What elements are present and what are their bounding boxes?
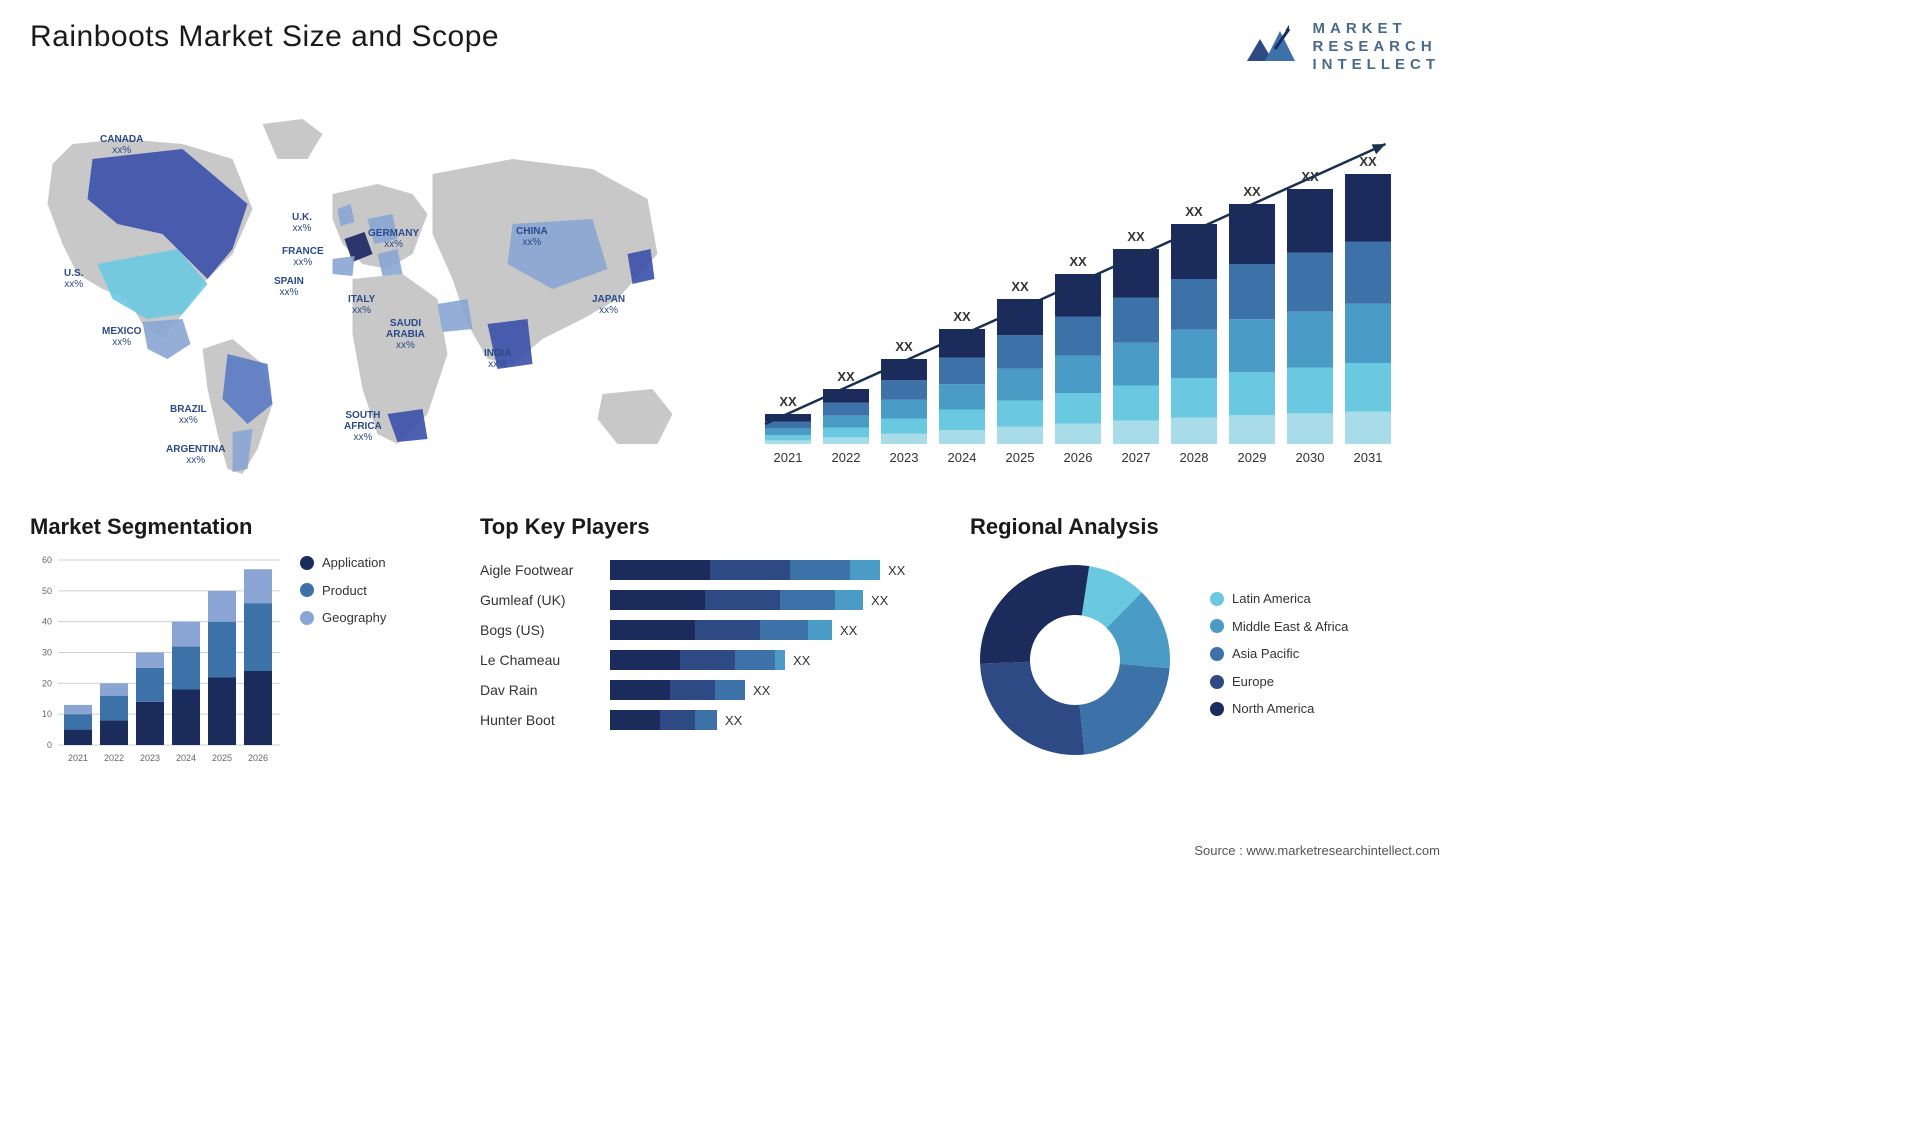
segmentation-legend: Application Product Geography (300, 555, 386, 765)
segmentation-title: Market Segmentation (30, 514, 450, 540)
svg-text:XX: XX (1359, 154, 1377, 169)
page-title: Rainboots Market Size and Scope (30, 20, 499, 54)
player-bar-row: XX (610, 555, 940, 585)
legend-item: Application (300, 555, 386, 571)
svg-text:2023: 2023 (890, 450, 919, 465)
player-label: Aigle Footwear (480, 555, 610, 585)
player-value: XX (793, 653, 810, 668)
svg-text:2027: 2027 (1122, 450, 1151, 465)
regional-title: Regional Analysis (970, 514, 1440, 540)
svg-text:2025: 2025 (212, 753, 232, 763)
country-label: SOUTHAFRICAxx% (344, 410, 382, 443)
svg-text:XX: XX (779, 394, 797, 409)
country-label: U.K.xx% (292, 212, 312, 234)
player-bar-row: XX (610, 645, 940, 675)
svg-text:XX: XX (1069, 254, 1087, 269)
source-line: Source : www.marketresearchintellect.com (1194, 843, 1440, 858)
country-label: CANADAxx% (100, 134, 143, 156)
svg-text:2021: 2021 (774, 450, 803, 465)
country-label: ITALYxx% (348, 294, 375, 316)
svg-text:0: 0 (47, 740, 52, 750)
legend-item: Product (300, 583, 386, 599)
svg-text:XX: XX (1243, 184, 1261, 199)
country-label: CHINAxx% (516, 226, 548, 248)
player-value: XX (888, 563, 905, 578)
svg-text:40: 40 (42, 617, 52, 627)
regional-donut (970, 555, 1180, 765)
country-label: SAUDIARABIAxx% (386, 318, 425, 351)
top-players-title: Top Key Players (480, 514, 940, 540)
player-value: XX (871, 593, 888, 608)
svg-text:2025: 2025 (1006, 450, 1035, 465)
svg-text:XX: XX (837, 369, 855, 384)
svg-text:2030: 2030 (1296, 450, 1325, 465)
svg-text:2022: 2022 (104, 753, 124, 763)
logo-icon (1245, 21, 1305, 73)
legend-item: Middle East & Africa (1210, 619, 1348, 635)
svg-text:50: 50 (42, 586, 52, 596)
country-label: ARGENTINAxx% (166, 444, 225, 466)
svg-text:2026: 2026 (248, 753, 268, 763)
country-label: FRANCExx% (282, 246, 324, 268)
player-bar-row: XX (610, 585, 940, 615)
regional-legend: Latin America Middle East & Africa Asia Pa… (1210, 591, 1348, 729)
svg-text:30: 30 (42, 648, 52, 658)
player-label: Gumleaf (UK) (480, 585, 610, 615)
svg-text:60: 60 (42, 555, 52, 565)
player-bar-row: XX (610, 615, 940, 645)
player-bar-row: XX (610, 675, 940, 705)
players-labels: Aigle FootwearGumleaf (UK)Bogs (US)Le Ch… (480, 555, 610, 735)
world-map: CANADAxx% U.S.xx% MEXICOxx% BRAZILxx% ARGENT… (30, 104, 715, 489)
country-label: GERMANYxx% (368, 228, 419, 250)
svg-text:2023: 2023 (140, 753, 160, 763)
country-label: SPAINxx% (274, 276, 304, 298)
svg-text:XX: XX (953, 309, 971, 324)
player-label: Bogs (US) (480, 615, 610, 645)
logo-line2: RESEARCH (1313, 38, 1441, 56)
legend-item: Europe (1210, 674, 1348, 690)
svg-text:XX: XX (1185, 204, 1203, 219)
svg-text:2026: 2026 (1064, 450, 1093, 465)
svg-text:2024: 2024 (948, 450, 977, 465)
svg-text:2021: 2021 (68, 753, 88, 763)
player-label: Le Chameau (480, 645, 610, 675)
players-bars: XXXXXXXXXXXX (610, 555, 940, 735)
legend-item: Geography (300, 610, 386, 626)
player-label: Hunter Boot (480, 705, 610, 735)
svg-text:2028: 2028 (1180, 450, 1209, 465)
legend-item: North America (1210, 701, 1348, 717)
logo-line1: MARKET (1313, 20, 1441, 38)
svg-text:XX: XX (1127, 229, 1145, 244)
svg-text:10: 10 (42, 709, 52, 719)
country-label: INDIAxx% (484, 348, 511, 370)
player-value: XX (725, 713, 742, 728)
segmentation-chart: 0 10 20 30 40 50 60 2021 2022 2023 2024 2025 2026 (30, 555, 280, 765)
player-value: XX (753, 683, 770, 698)
logo: MARKET RESEARCH INTELLECT (1245, 20, 1441, 74)
growth-bar-chart: XX 2021 XX 2022 XX 2023 XX 2024 XX 2025 XX 2026 XX 20… (755, 104, 1440, 489)
svg-text:2029: 2029 (1238, 450, 1267, 465)
country-label: MEXICOxx% (102, 326, 141, 348)
svg-text:2022: 2022 (832, 450, 861, 465)
country-label: JAPANxx% (592, 294, 625, 316)
legend-item: Latin America (1210, 591, 1348, 607)
player-label: Dav Rain (480, 675, 610, 705)
logo-line3: INTELLECT (1313, 56, 1441, 74)
legend-item: Asia Pacific (1210, 646, 1348, 662)
svg-text:2024: 2024 (176, 753, 196, 763)
svg-text:20: 20 (42, 678, 52, 688)
svg-text:2031: 2031 (1354, 450, 1383, 465)
country-label: U.S.xx% (64, 268, 83, 290)
svg-text:XX: XX (895, 339, 913, 354)
player-value: XX (840, 623, 857, 638)
player-bar-row: XX (610, 705, 940, 735)
country-label: BRAZILxx% (170, 404, 207, 426)
svg-text:XX: XX (1011, 279, 1029, 294)
